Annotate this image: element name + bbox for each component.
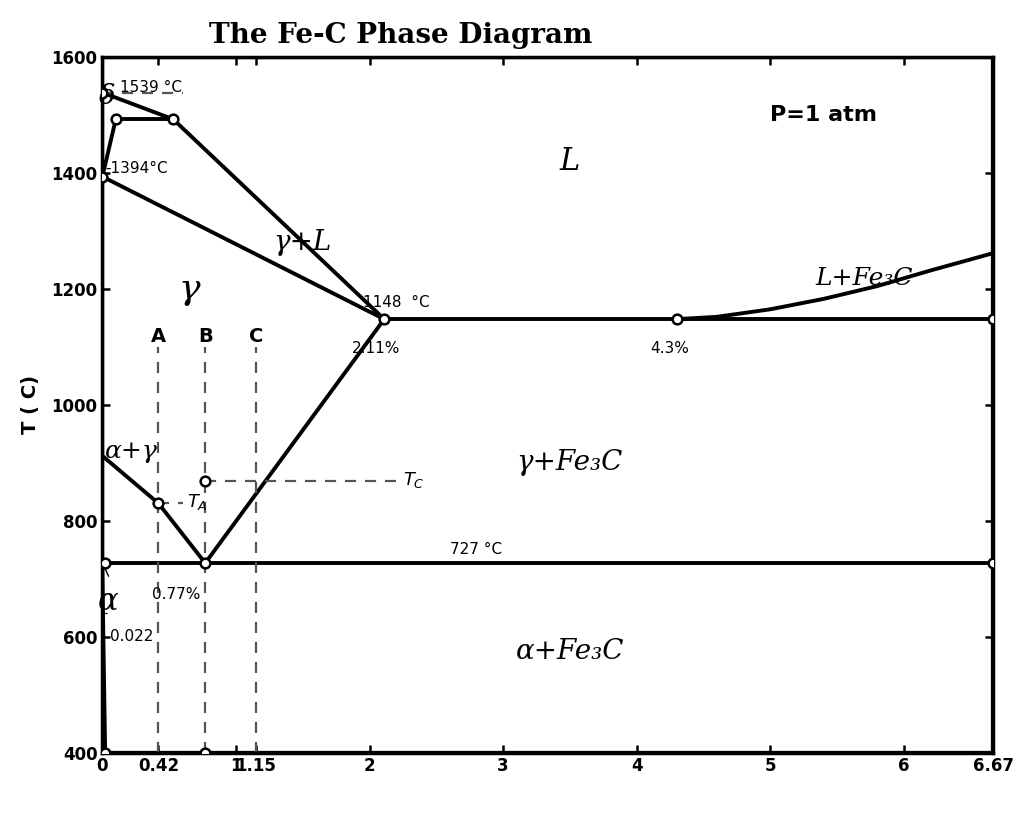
Text: 727 °C: 727 °C [450, 542, 502, 557]
Text: 1539 °C: 1539 °C [120, 80, 182, 95]
Text: γ+L: γ+L [273, 229, 332, 256]
Text: C: C [249, 327, 263, 346]
Text: 4.3%: 4.3% [650, 341, 689, 356]
Text: γ+Fe₃C: γ+Fe₃C [517, 449, 623, 476]
Text: 1148  °C: 1148 °C [362, 295, 429, 311]
Text: -1394°C: -1394°C [105, 161, 168, 176]
Text: γ: γ [178, 272, 200, 306]
Text: $T_C$: $T_C$ [402, 470, 425, 490]
Text: B: B [198, 327, 213, 346]
Text: L+Fe₃C: L+Fe₃C [815, 267, 912, 290]
Y-axis label: T ( C): T ( C) [22, 375, 40, 434]
Text: 0.77%: 0.77% [152, 587, 200, 603]
Text: $T_A$: $T_A$ [186, 492, 207, 512]
Text: 2.11%: 2.11% [352, 341, 400, 356]
Text: α+Fe₃C: α+Fe₃C [516, 638, 625, 665]
Text: δ: δ [99, 83, 116, 110]
Text: 0.022: 0.022 [111, 629, 154, 645]
Text: α+γ: α+γ [105, 440, 159, 463]
Text: α: α [98, 587, 119, 618]
Text: The Fe-C Phase Diagram: The Fe-C Phase Diagram [209, 22, 593, 49]
Text: P=1 atm: P=1 atm [770, 106, 878, 125]
Text: A: A [151, 327, 166, 346]
Text: L: L [560, 146, 580, 177]
